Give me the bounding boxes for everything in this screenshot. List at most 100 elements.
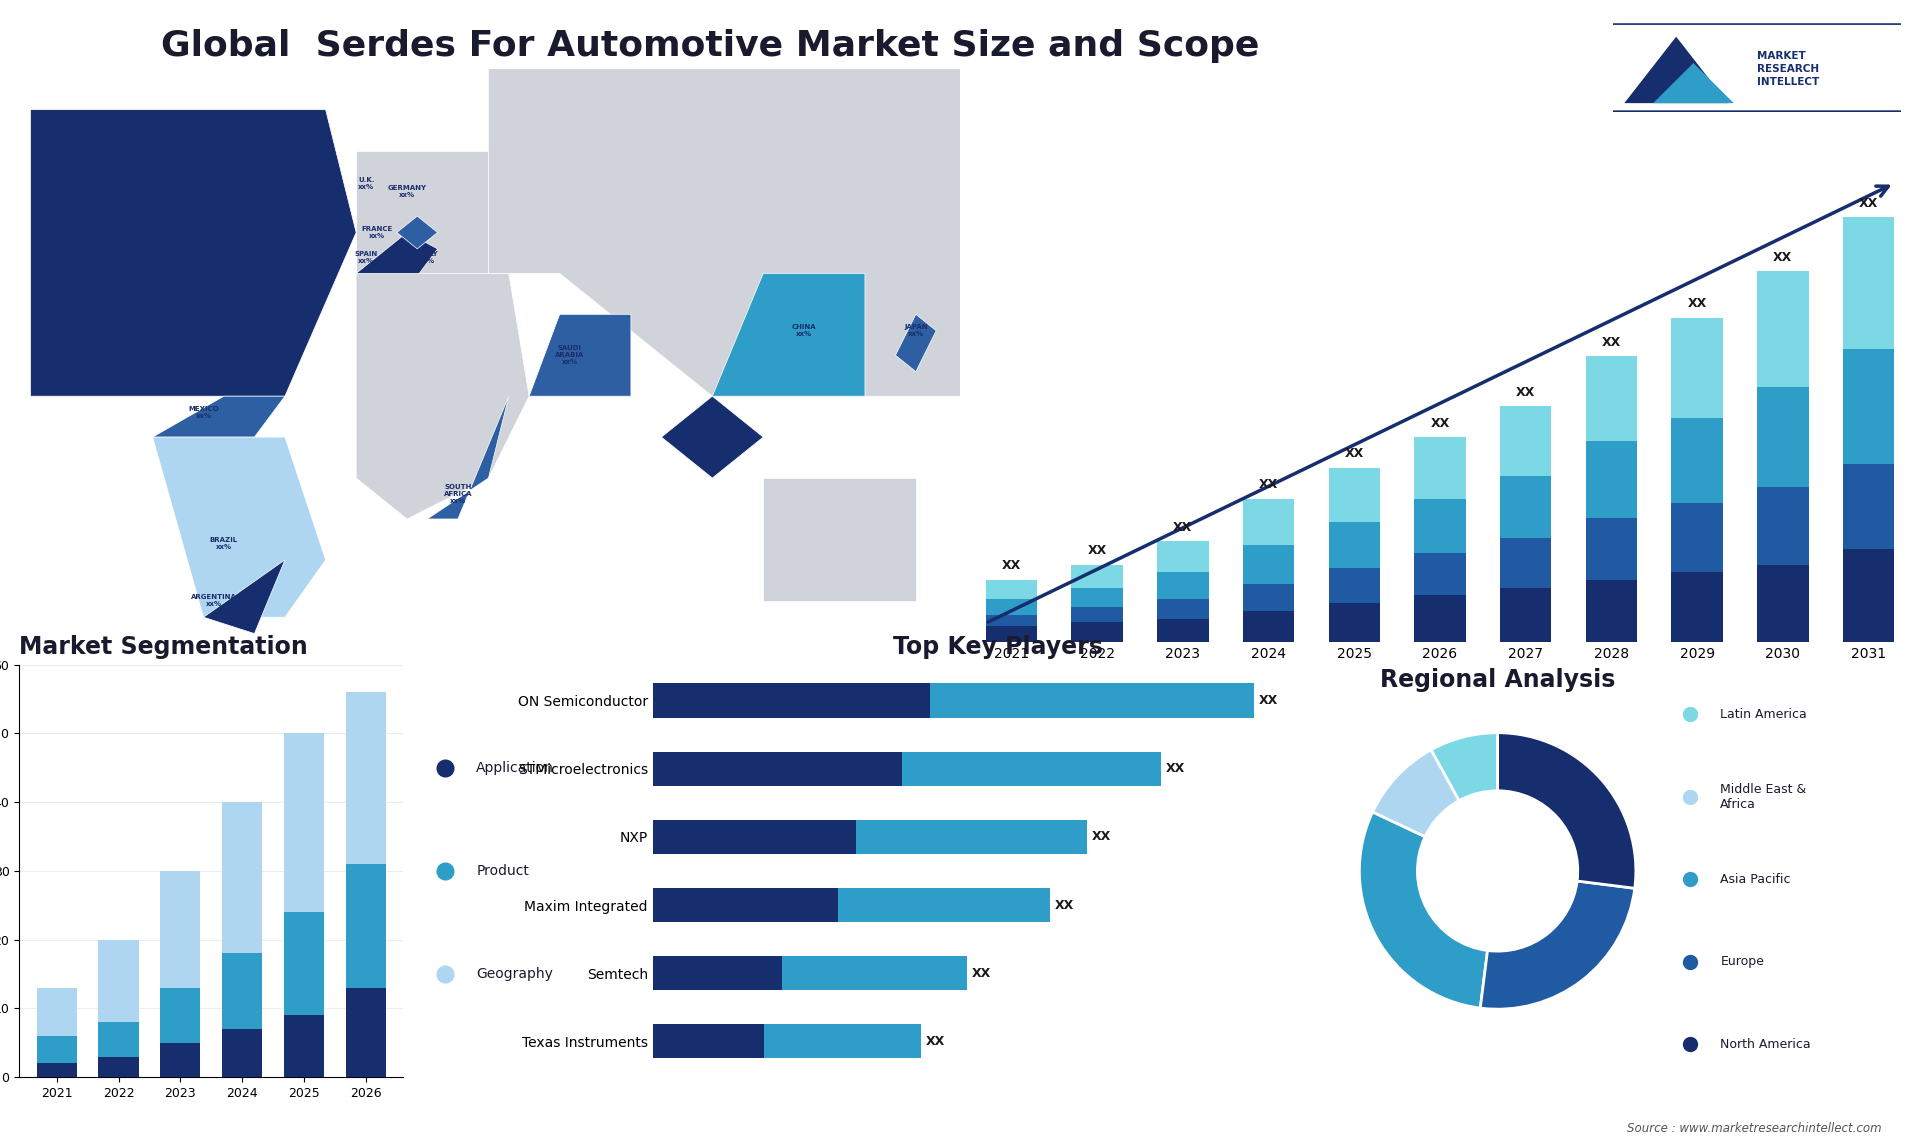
Text: SOUTH
AFRICA
xx%: SOUTH AFRICA xx% [444, 485, 472, 504]
Polygon shape [1624, 37, 1728, 103]
Bar [1242, 611, 1294, 642]
Polygon shape [357, 274, 530, 519]
Text: SPAIN
xx%: SPAIN xx% [355, 251, 378, 264]
Bar [223, 1029, 263, 1077]
Bar [1242, 545, 1294, 583]
Text: Global  Serdes For Automotive Market Size and Scope: Global Serdes For Automotive Market Size… [161, 29, 1260, 63]
Title: Regional Analysis: Regional Analysis [1380, 668, 1615, 692]
Text: XX: XX [1344, 447, 1363, 461]
Polygon shape [488, 69, 968, 397]
Text: XX: XX [925, 1035, 945, 1047]
Bar [346, 692, 386, 864]
Text: INDIA
xx%: INDIA xx% [701, 439, 724, 452]
Bar [1757, 272, 1809, 387]
Text: ARGENTINA
xx%: ARGENTINA xx% [190, 595, 236, 607]
Polygon shape [660, 397, 764, 478]
Bar [159, 871, 200, 988]
Text: U.S.
xx%: U.S. xx% [144, 267, 161, 280]
Text: XX: XX [1517, 386, 1536, 399]
Text: XX: XX [1054, 898, 1075, 911]
Bar [1672, 503, 1722, 572]
Text: MARKET
RESEARCH
INTELLECT: MARKET RESEARCH INTELLECT [1757, 50, 1818, 87]
Bar [223, 953, 263, 1029]
Text: XX: XX [1774, 251, 1793, 264]
Text: XX: XX [1258, 694, 1277, 707]
Text: ITALY
xx%: ITALY xx% [417, 251, 438, 264]
Wedge shape [1359, 813, 1488, 1008]
Bar [346, 988, 386, 1077]
Text: XX: XX [1688, 297, 1707, 311]
Bar [653, 683, 929, 717]
Bar [1071, 622, 1123, 642]
Bar [1843, 348, 1895, 464]
Bar [856, 819, 1087, 854]
Text: XX: XX [1092, 831, 1112, 843]
Text: MEXICO
xx%: MEXICO xx% [188, 406, 219, 419]
Wedge shape [1430, 732, 1498, 801]
Bar [1757, 565, 1809, 642]
Text: Source : www.marketresearchintellect.com: Source : www.marketresearchintellect.com [1626, 1122, 1882, 1135]
Bar [653, 888, 837, 923]
Bar [1242, 583, 1294, 611]
Bar [36, 988, 77, 1036]
Bar [781, 956, 968, 990]
Text: Middle East &
Africa: Middle East & Africa [1720, 783, 1807, 810]
Text: CANADA
xx%: CANADA xx% [136, 160, 169, 173]
Bar [98, 1022, 138, 1057]
Text: BRAZIL
xx%: BRAZIL xx% [209, 537, 238, 550]
Bar [1329, 523, 1380, 568]
Bar [653, 1025, 764, 1059]
Bar [1500, 476, 1551, 537]
Text: FRANCE
xx%: FRANCE xx% [361, 226, 392, 240]
Bar [1242, 499, 1294, 545]
Bar [1329, 468, 1380, 523]
Text: North America: North America [1720, 1038, 1811, 1051]
Polygon shape [428, 397, 509, 519]
Wedge shape [1373, 749, 1459, 837]
Bar [1500, 407, 1551, 476]
Polygon shape [764, 478, 916, 601]
Text: XX: XX [1260, 478, 1279, 492]
Polygon shape [895, 314, 937, 371]
Bar [1329, 603, 1380, 642]
Polygon shape [357, 150, 488, 274]
Text: Application: Application [476, 761, 555, 775]
Bar [1158, 619, 1208, 642]
Text: U.K.
xx%: U.K. xx% [359, 176, 374, 190]
Bar [1158, 541, 1208, 572]
Bar [1158, 599, 1208, 619]
Text: XX: XX [1173, 520, 1192, 534]
Bar [764, 1025, 922, 1059]
Bar [929, 683, 1254, 717]
Polygon shape [31, 110, 357, 397]
Bar [1757, 387, 1809, 487]
Text: Product: Product [476, 864, 530, 878]
Polygon shape [357, 233, 438, 290]
Bar [1586, 518, 1638, 580]
Text: Latin America: Latin America [1720, 708, 1807, 721]
Bar [36, 1063, 77, 1077]
Bar [1071, 565, 1123, 588]
Text: Market Segmentation: Market Segmentation [19, 635, 307, 659]
Bar [1757, 487, 1809, 565]
Bar [284, 912, 324, 1015]
Bar [1672, 572, 1722, 642]
Polygon shape [530, 314, 632, 397]
Bar [36, 1036, 77, 1063]
Text: GERMANY
xx%: GERMANY xx% [388, 185, 426, 198]
Title: Top Key Players: Top Key Players [893, 635, 1104, 659]
Polygon shape [1653, 63, 1734, 103]
Bar [985, 627, 1037, 642]
Text: XX: XX [972, 967, 991, 980]
Bar [98, 1057, 138, 1077]
Polygon shape [154, 437, 326, 618]
Bar [653, 956, 781, 990]
Bar [1329, 568, 1380, 603]
Polygon shape [154, 397, 284, 437]
Bar [284, 1015, 324, 1077]
Bar [1071, 607, 1123, 622]
Bar [1586, 356, 1638, 441]
Bar [1843, 549, 1895, 642]
Bar [1672, 418, 1722, 503]
Bar [985, 599, 1037, 614]
